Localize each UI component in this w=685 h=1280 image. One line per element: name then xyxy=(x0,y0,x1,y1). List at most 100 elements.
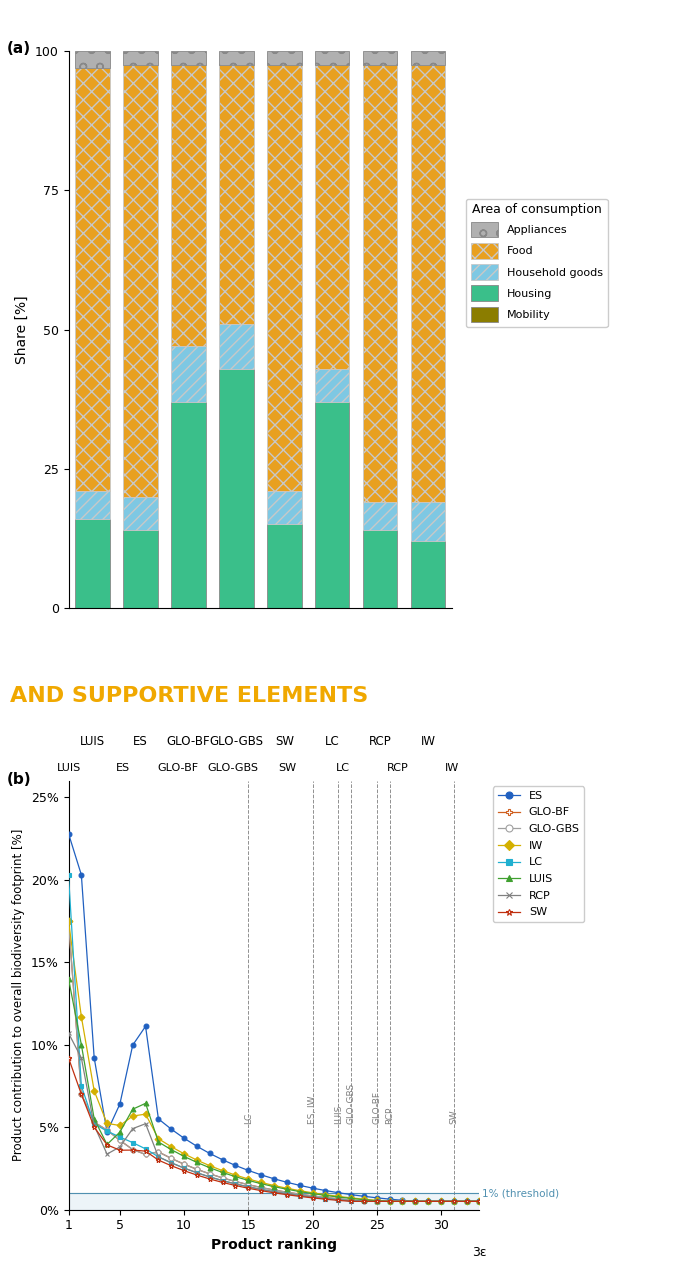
ES xyxy=(141,1019,149,1034)
GLO-GBS xyxy=(154,1144,162,1160)
LC xyxy=(296,1188,304,1203)
LC xyxy=(141,1142,149,1157)
Text: GLO-BF: GLO-BF xyxy=(372,1091,382,1124)
LC xyxy=(103,1124,111,1139)
Bar xyxy=(75,518,110,608)
GLO-GBS xyxy=(167,1151,175,1166)
Text: EXPLORING REGIONAL BIODIVERSITY: FACTORS: EXPLORING REGIONAL BIODIVERSITY: FACTORS xyxy=(10,636,508,655)
GLO-BF xyxy=(64,914,73,929)
Text: 1% (threshold): 1% (threshold) xyxy=(482,1188,559,1198)
LUIS xyxy=(321,1188,329,1203)
SW xyxy=(64,1050,73,1065)
Legend: Appliances, Food, Household goods, Housing, Mobility: Appliances, Food, Household goods, Housi… xyxy=(466,198,608,326)
GLO-BF xyxy=(437,1194,445,1210)
Text: ES: ES xyxy=(133,735,148,749)
SW xyxy=(437,1194,445,1210)
ES xyxy=(449,1194,458,1210)
Bar xyxy=(267,65,301,492)
IW xyxy=(475,1194,484,1210)
Text: RCP: RCP xyxy=(369,735,392,749)
LUIS xyxy=(449,1194,458,1210)
LUIS xyxy=(64,972,73,987)
GLO-GBS xyxy=(373,1194,381,1210)
LC xyxy=(373,1194,381,1210)
LUIS xyxy=(244,1172,252,1188)
RCP xyxy=(424,1194,432,1210)
IW xyxy=(321,1187,329,1202)
SW xyxy=(347,1194,355,1210)
ES xyxy=(398,1193,406,1208)
GLO-GBS xyxy=(437,1194,445,1210)
RCP xyxy=(192,1165,201,1180)
ES xyxy=(129,1037,137,1052)
IW xyxy=(129,1108,137,1124)
LC xyxy=(232,1176,240,1192)
IW xyxy=(257,1175,265,1190)
GLO-GBS xyxy=(475,1194,484,1210)
ES xyxy=(90,1050,99,1065)
Text: RCP: RCP xyxy=(386,763,408,773)
Bar xyxy=(123,530,158,608)
Line: LC: LC xyxy=(66,873,482,1203)
Bar xyxy=(411,502,445,541)
IW xyxy=(360,1192,368,1207)
SW xyxy=(283,1187,291,1202)
Text: SW: SW xyxy=(449,1110,458,1124)
Text: IW: IW xyxy=(445,763,459,773)
SW xyxy=(321,1192,329,1207)
GLO-BF xyxy=(129,1142,137,1157)
Line: GLO-GBS: GLO-GBS xyxy=(66,919,482,1203)
GLO-BF xyxy=(219,1170,227,1185)
GLO-BF xyxy=(373,1194,381,1210)
SW xyxy=(129,1142,137,1157)
IW xyxy=(398,1194,406,1210)
LC xyxy=(386,1194,394,1210)
RCP xyxy=(129,1121,137,1137)
X-axis label: Product ranking: Product ranking xyxy=(211,1238,337,1252)
Bar xyxy=(171,347,206,402)
Bar xyxy=(315,369,349,402)
LC xyxy=(129,1135,137,1151)
LUIS xyxy=(116,1124,124,1139)
LC xyxy=(206,1169,214,1184)
Text: RCP: RCP xyxy=(385,1106,394,1124)
Bar xyxy=(219,369,253,608)
Text: GLO-GBS: GLO-GBS xyxy=(210,735,263,749)
RCP xyxy=(386,1194,394,1210)
SW xyxy=(398,1194,406,1210)
GLO-GBS xyxy=(180,1157,188,1172)
Bar xyxy=(411,51,445,65)
GLO-BF xyxy=(116,1133,124,1148)
IW xyxy=(90,1083,99,1098)
LC xyxy=(64,867,73,882)
SW xyxy=(411,1194,419,1210)
LC xyxy=(77,1078,86,1093)
Bar xyxy=(267,492,301,525)
SW xyxy=(334,1193,342,1208)
ES xyxy=(64,826,73,841)
GLO-BF xyxy=(232,1174,240,1189)
IW xyxy=(308,1185,316,1201)
Bar xyxy=(123,65,158,497)
RCP xyxy=(449,1194,458,1210)
LUIS xyxy=(308,1185,316,1201)
ES xyxy=(334,1185,342,1201)
SW xyxy=(141,1143,149,1158)
Y-axis label: Product contribution to overall biodiversity footprint [%]: Product contribution to overall biodiver… xyxy=(12,829,25,1161)
IW xyxy=(77,1009,86,1024)
RCP xyxy=(257,1181,265,1197)
RCP xyxy=(347,1193,355,1208)
GLO-GBS xyxy=(219,1170,227,1185)
ES xyxy=(219,1152,227,1167)
SW xyxy=(219,1175,227,1190)
GLO-BF xyxy=(321,1190,329,1206)
IW xyxy=(116,1117,124,1133)
GLO-GBS xyxy=(360,1193,368,1208)
Bar xyxy=(219,65,253,324)
GLO-BF xyxy=(154,1144,162,1160)
ES xyxy=(257,1167,265,1183)
LUIS xyxy=(334,1189,342,1204)
Bar xyxy=(219,324,253,369)
GLO-GBS xyxy=(141,1147,149,1162)
IW xyxy=(232,1167,240,1183)
